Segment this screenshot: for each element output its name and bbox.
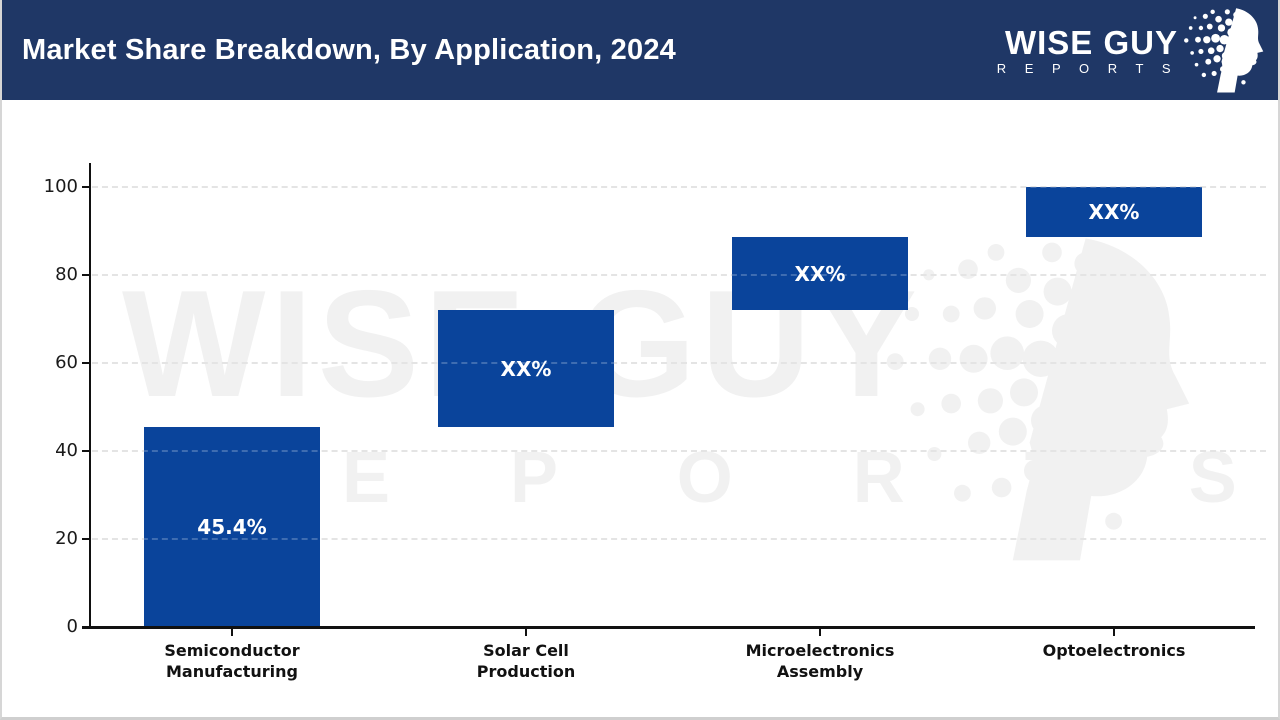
- y-tick-label: 40: [55, 440, 78, 461]
- y-tick-label: 20: [55, 528, 78, 549]
- x-tick-mark: [1113, 629, 1115, 636]
- bar-value-label: XX%: [794, 261, 846, 286]
- y-tick-mark: [82, 362, 89, 364]
- chart-title: Market Share Breakdown, By Application, …: [22, 33, 676, 66]
- y-tick-label: 100: [43, 176, 78, 197]
- category-label: Microelectronics Assembly: [745, 641, 895, 681]
- y-tick-mark: [82, 538, 89, 540]
- brand-face-icon: [1172, 6, 1268, 94]
- y-gridline: [82, 362, 1266, 364]
- y-tick-mark: [82, 186, 89, 188]
- bar-value-label: XX%: [500, 356, 552, 381]
- y-tick-mark: [82, 450, 89, 452]
- y-gridline-overlay: [82, 186, 1266, 188]
- y-gridline: [82, 186, 1266, 188]
- y-tick-mark: [82, 274, 89, 276]
- y-gridline: [82, 274, 1266, 276]
- category-label: Semiconductor Manufacturing: [164, 641, 300, 681]
- bar-value-label: XX%: [1088, 200, 1140, 225]
- bar-segment: [438, 310, 614, 428]
- bar-value-label: 45.4%: [197, 515, 267, 540]
- brand-name: WISE GUY: [1004, 23, 1178, 61]
- category-label: Optoelectronics: [1042, 641, 1186, 660]
- bar-segment: [732, 237, 908, 311]
- y-gridline-overlay: [82, 274, 1266, 276]
- y-gridline: [82, 538, 1266, 540]
- x-tick-mark: [819, 629, 821, 636]
- brand-tagline: R E P O R T S: [996, 60, 1178, 76]
- header-bar: Market Share Breakdown, By Application, …: [2, 0, 1278, 100]
- category-label: Solar Cell Production: [476, 641, 576, 681]
- brand-logo: WISE GUY R E P O R T S: [997, 6, 1268, 94]
- y-gridline: [82, 450, 1266, 452]
- x-axis-line: [82, 626, 1255, 629]
- y-gridline-overlay: [82, 450, 1266, 452]
- y-gridline-overlay: [82, 362, 1266, 364]
- y-tick-label: 60: [55, 352, 78, 373]
- bar-segment: [1026, 187, 1202, 238]
- bar-segment: [144, 427, 320, 627]
- y-gridline-overlay: [82, 538, 1266, 540]
- x-tick-mark: [231, 629, 233, 636]
- brand-wordmark: WISE GUY R E P O R T S: [997, 26, 1178, 75]
- x-tick-mark: [525, 629, 527, 636]
- y-tick-label: 0: [66, 616, 78, 637]
- y-axis-line: [89, 163, 91, 627]
- y-tick-label: 80: [55, 264, 78, 285]
